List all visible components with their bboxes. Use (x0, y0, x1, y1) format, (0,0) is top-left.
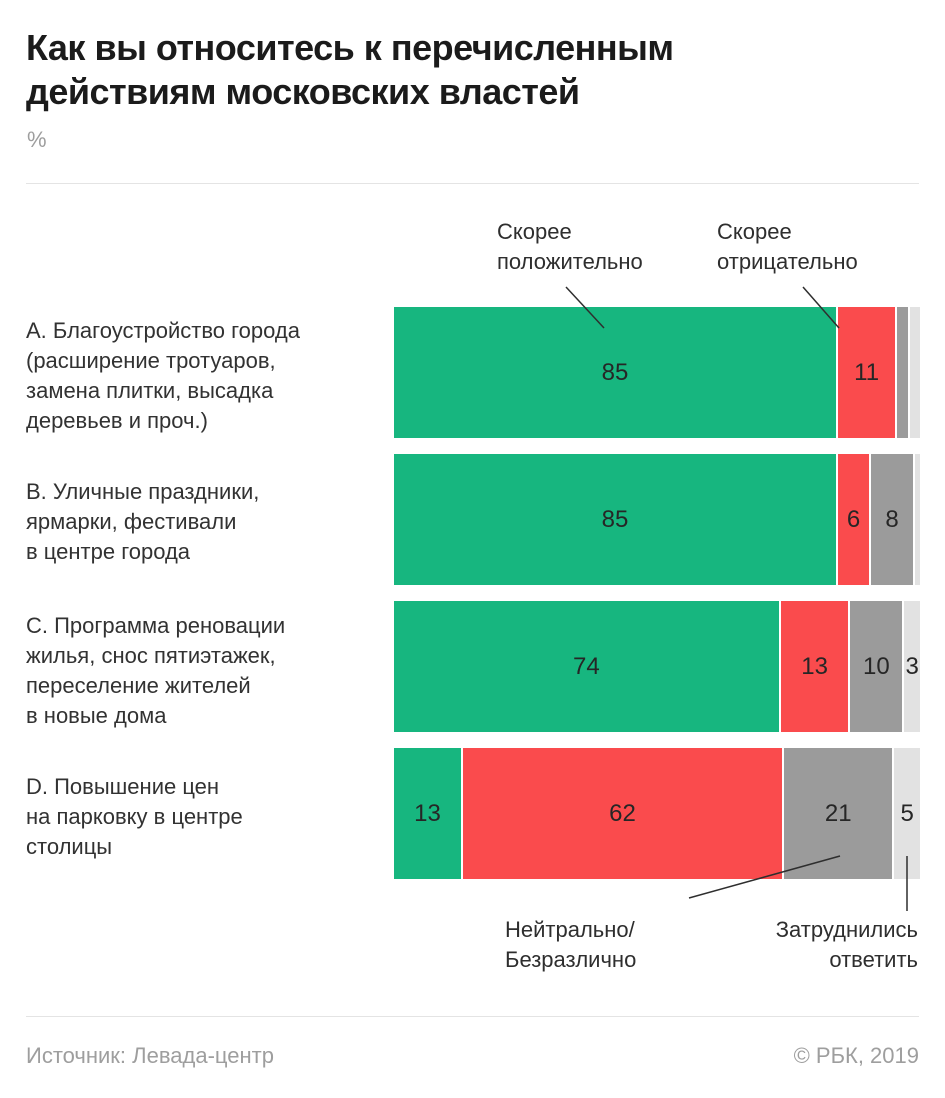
bar-segment (897, 307, 908, 438)
segment-value-label: 8 (885, 505, 899, 533)
legend-undecided-label: Затруднились ответить (775, 917, 918, 972)
bar-segment: 6 (838, 454, 870, 585)
segment-value-label: 62 (609, 799, 636, 827)
segment-value-label: 21 (824, 799, 852, 827)
bar-segment (909, 307, 921, 438)
bar-segment: 10 (850, 601, 903, 732)
legend-neutral-label: Нейтрально/ Безразлично (505, 917, 637, 972)
stacked-bar-d: 13 62 21 5 (394, 748, 921, 879)
source-label: Источник: Левада-центр (26, 1043, 274, 1068)
category-label-c: C. Программа реновации жилья, снос пятиэ… (26, 613, 286, 728)
segment-value-label: 13 (414, 799, 441, 827)
top-divider (26, 183, 919, 184)
segment-value-label: 11 (854, 358, 880, 386)
stacked-bar-a: 85 11 (394, 307, 921, 438)
stacked-bar-c: 74 13 10 3 (394, 601, 920, 732)
bar-segment: 62 (462, 748, 783, 879)
stacked-bar-b: 85 6 8 (394, 454, 920, 585)
bar-segment: 85 (394, 454, 836, 585)
copyright-label: © РБК, 2019 (793, 1043, 919, 1068)
bar-segment: 74 (394, 601, 779, 732)
bar-segment (914, 454, 920, 585)
legend-negative-label: Скорее отрицательно (717, 219, 858, 274)
category-label-a: A. Благоустройство города (расширение тр… (26, 318, 300, 433)
bar-segment: 21 (784, 748, 893, 879)
segment-value-label: 85 (601, 505, 629, 533)
unit-label: % (27, 127, 47, 152)
segment-value-label: 85 (601, 358, 629, 386)
bar-segment: 85 (394, 307, 836, 438)
bar-segment: 3 (904, 601, 920, 732)
segment-value-label: 74 (573, 652, 600, 680)
legend-positive-label: Скорее положительно (497, 219, 643, 274)
segment-value-label: 6 (846, 505, 861, 533)
bottom-divider (26, 1016, 919, 1017)
bar-segment: 13 (780, 601, 849, 732)
bar-segment: 8 (871, 454, 913, 585)
bar-segment: 13 (394, 748, 461, 879)
bar-segment: 5 (894, 748, 921, 879)
segment-value-label: 5 (900, 799, 914, 827)
bar-segment: 11 (838, 307, 896, 438)
category-label-b: B. Уличные праздники, ярмарки, фестивали… (26, 479, 260, 564)
segment-value-label: 3 (905, 652, 919, 680)
page-title: Как вы относитесь к перечисленным действ… (26, 27, 674, 112)
segment-value-label: 13 (801, 652, 828, 680)
segment-value-label: 10 (863, 652, 890, 680)
category-label-d: D. Повышение цен на парковку в центре ст… (26, 774, 243, 859)
